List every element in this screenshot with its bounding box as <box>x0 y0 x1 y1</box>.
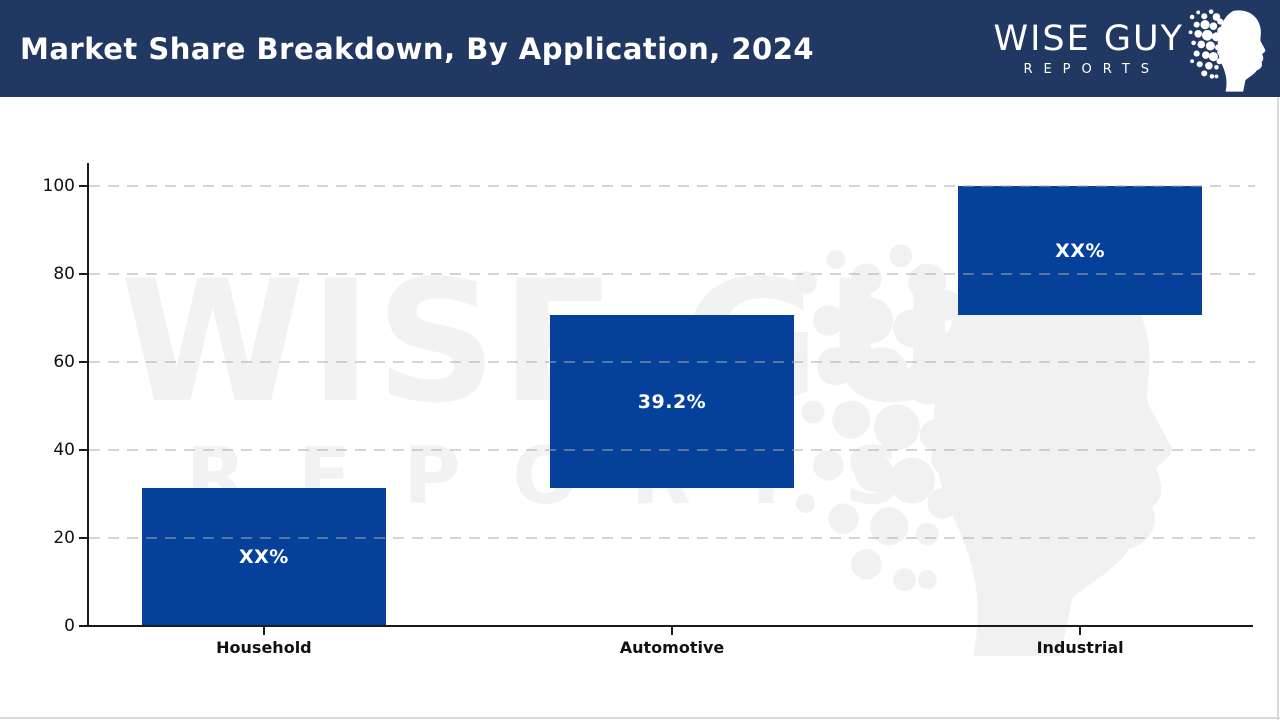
logo-head-icon <box>1188 8 1266 92</box>
gridline-y20 <box>89 537 1255 539</box>
x-tick-mark <box>262 627 265 635</box>
x-axis-spine <box>87 625 1253 627</box>
y-tick-label: 80 <box>53 264 75 284</box>
gridline-y40 <box>89 449 1255 451</box>
y-tick-label: 0 <box>64 616 75 636</box>
x-tick-mark <box>1079 627 1082 635</box>
y-tick-mark <box>79 625 87 627</box>
y-tick-mark <box>79 185 87 187</box>
bar-automotive: 39.2% <box>550 315 794 488</box>
gridline-y80 <box>89 273 1255 275</box>
bar-value-label: 39.2% <box>637 390 707 413</box>
gridline-y100 <box>89 185 1255 187</box>
y-tick-label: 40 <box>53 440 75 460</box>
y-tick-mark <box>79 537 87 539</box>
logo-text: WISE GUY REPORTS <box>993 18 1184 77</box>
y-tick-mark <box>79 361 87 363</box>
bar-value-label: XX% <box>1055 239 1106 262</box>
header-bar: Market Share Breakdown, By Application, … <box>0 0 1280 97</box>
page-right-hairline <box>1277 97 1279 720</box>
y-axis-spine <box>87 163 89 627</box>
wiseguy-logo: WISE GUY REPORTS <box>993 6 1280 92</box>
x-tick-label-automotive: Automotive <box>619 638 725 657</box>
logo-wiseguy-label: WISE GUY <box>993 18 1184 59</box>
page-bottom-hairline <box>0 717 1280 719</box>
x-tick-mark <box>671 627 673 635</box>
bar-value-label: XX% <box>238 545 289 568</box>
x-tick-label-industrial: Industrial <box>1036 638 1124 657</box>
bar-household: XX% <box>141 487 386 626</box>
y-tick-mark <box>79 273 87 275</box>
logo-reports-label: REPORTS <box>1023 61 1161 77</box>
bar-industrial: XX% <box>958 186 1203 316</box>
y-tick-label: 100 <box>42 176 75 196</box>
page-title: Market Share Breakdown, By Application, … <box>20 31 815 66</box>
y-tick-mark <box>79 449 87 451</box>
plot-area: XX% 39.2% XX% <box>89 185 1255 626</box>
x-tick-label-household: Household <box>216 638 312 657</box>
y-tick-label: 20 <box>53 528 75 548</box>
y-tick-label: 60 <box>53 352 75 372</box>
gridline-y60 <box>89 361 1255 363</box>
